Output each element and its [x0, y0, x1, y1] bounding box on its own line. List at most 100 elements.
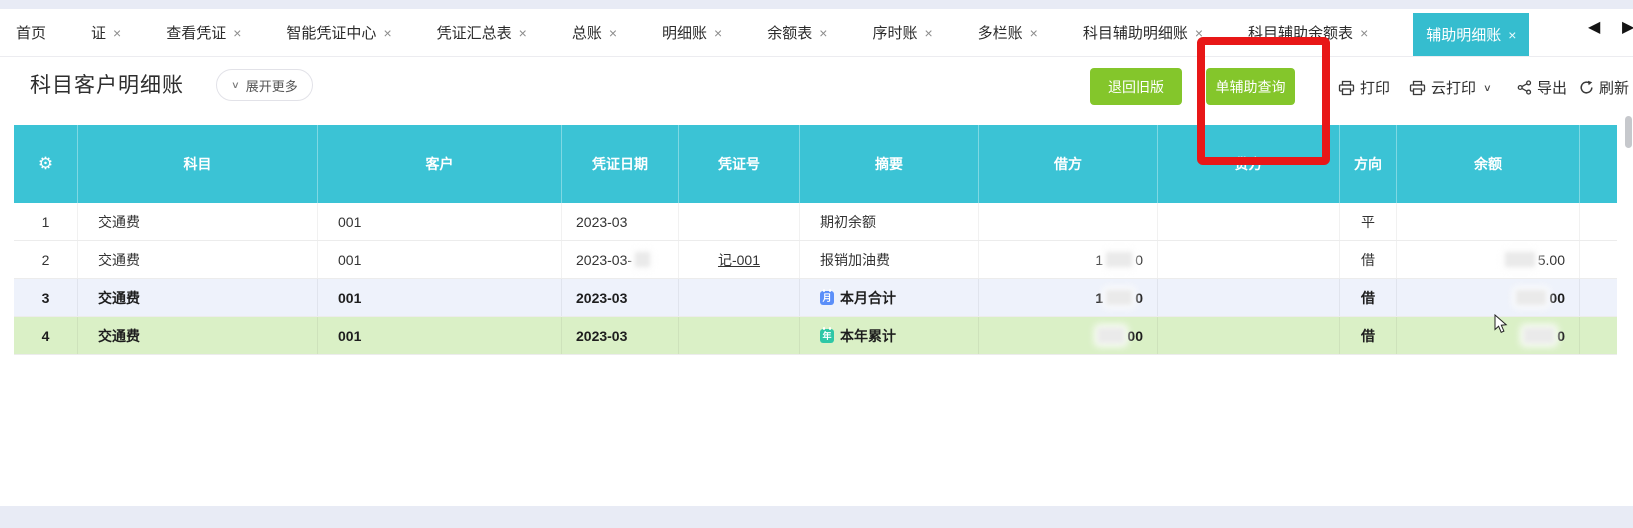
tab-总账[interactable]: 总账 ×: [572, 22, 617, 43]
column-header-label: 贷方: [1234, 156, 1263, 172]
tab-close-icon[interactable]: ×: [1029, 24, 1038, 41]
tab-close-icon[interactable]: ×: [924, 24, 933, 41]
column-header-贷方: 贷方: [1158, 125, 1340, 203]
tab-close-icon[interactable]: ×: [819, 24, 828, 41]
tab-label: 辅助明细账: [1426, 27, 1502, 44]
tab-智能凭证中心[interactable]: 智能凭证中心 ×: [286, 22, 391, 43]
tab-close-icon[interactable]: ×: [233, 24, 242, 41]
voucher-no-cell: [679, 317, 800, 354]
table-empty-area: [14, 355, 1617, 508]
column-header-label: 凭证日期: [592, 156, 648, 172]
tab-close-icon[interactable]: ×: [608, 24, 618, 41]
amount-text: 00: [1127, 327, 1143, 344]
tab-凭证汇总表[interactable]: 凭证汇总表 ×: [437, 22, 527, 43]
row-number: 1: [41, 213, 50, 230]
export-button[interactable]: 导出: [1517, 77, 1567, 98]
chevron-down-icon[interactable]: ∨: [1483, 81, 1492, 94]
summary-text: 报销加油费: [820, 251, 890, 268]
tab-label: 总账: [571, 25, 602, 42]
tab-close-icon[interactable]: ×: [518, 24, 527, 41]
tab-明细账[interactable]: 明细账 ×: [662, 22, 722, 43]
subject-cell: 交通费: [78, 203, 318, 240]
column-header-label: 客户: [425, 156, 454, 172]
refresh-button[interactable]: 刷新: [1579, 77, 1629, 98]
amount-text: 0: [1135, 289, 1143, 306]
tab-close-icon[interactable]: ×: [1194, 24, 1204, 41]
tab-close-icon[interactable]: ×: [383, 24, 392, 41]
tab-close-icon[interactable]: ×: [113, 24, 122, 41]
direction-cell: 平: [1340, 203, 1397, 240]
column-header-label: 科目: [183, 156, 212, 172]
calendar-year-icon: 年: [820, 326, 834, 343]
tab-label: 查看凭证: [166, 25, 227, 42]
row-number-cell: 2: [14, 241, 78, 278]
summary-cell: 年本年累计: [800, 317, 979, 354]
tab-多栏账[interactable]: 多栏账 ×: [978, 22, 1038, 43]
back-old-version-button[interactable]: 退回旧版: [1090, 68, 1182, 105]
blank-cell: [1580, 203, 1617, 240]
tab-label: 智能凭证中心: [286, 25, 377, 42]
gear-icon[interactable]: ⚙: [37, 154, 54, 173]
expand-more-button[interactable]: ∨ 展开更多: [216, 69, 313, 101]
voucher-no-cell: 记-001: [679, 241, 800, 278]
tab-序时账[interactable]: 序时账 ×: [872, 22, 932, 43]
redaction-blur: [1098, 328, 1125, 343]
tab-label: 证: [91, 25, 107, 42]
direction-text: 借: [1361, 327, 1375, 344]
table-row[interactable]: 3 交通费 001 2023-03 月本月合计 1 0 借 00: [14, 279, 1617, 317]
tab-label: 科目辅助明细账: [1082, 25, 1188, 42]
voucher-date-cell: 2023-03: [562, 279, 679, 316]
balance-cell: 0: [1397, 317, 1580, 354]
column-header-label: 方向: [1354, 156, 1382, 172]
tab-close-icon[interactable]: ×: [714, 24, 723, 41]
single-aux-query-button[interactable]: 单辅助查询: [1206, 68, 1295, 105]
tab-余额表[interactable]: 余额表 ×: [767, 22, 827, 43]
row-number: 4: [41, 327, 50, 344]
print-label: 打印: [1360, 80, 1391, 97]
redaction-blur: [1106, 252, 1133, 267]
tab-close-icon[interactable]: ×: [1508, 26, 1517, 43]
cloud-print-button[interactable]: 云打印 ∨: [1409, 77, 1492, 98]
credit-cell: [1158, 241, 1340, 278]
tab-证[interactable]: 证 ×: [91, 22, 121, 43]
tab-科目辅助明细账[interactable]: 科目辅助明细账 ×: [1083, 22, 1203, 43]
column-header-blank: [1580, 125, 1617, 203]
customer-text: 001: [338, 327, 362, 344]
row-number-cell: 3: [14, 279, 78, 316]
tab-bar: 首页证 × 查看凭证 × 智能凭证中心 × 凭证汇总表 × 总账 × 明细账 × 余额表 × 序时账 × 多栏账…: [0, 9, 1633, 57]
bottom-strip: [0, 506, 1633, 528]
tab-scroll-left-icon[interactable]: ◀: [1588, 19, 1601, 36]
blank-cell: [1580, 279, 1617, 316]
table-row[interactable]: 4 交通费 001 2023-03 年本年累计 00 借 0: [14, 317, 1617, 355]
table-row[interactable]: 1 交通费 001 2023-03 期初余额 平: [14, 203, 1617, 241]
blank-cell: [1580, 317, 1617, 354]
tab-查看凭证[interactable]: 查看凭证 ×: [166, 22, 241, 43]
voucher-no-cell: [679, 203, 800, 240]
amount-text: 0: [1557, 327, 1565, 344]
tab-label: 多栏账: [977, 25, 1023, 42]
printer-icon: [1409, 80, 1426, 96]
chevron-down-icon: ∨: [231, 79, 240, 91]
table-row[interactable]: 2 交通费 001 2023-03- 记-001 报销加油费 1 0 借 5.00: [14, 241, 1617, 279]
subject-cell: 交通费: [78, 241, 318, 278]
tab-辅助明细账[interactable]: 辅助明细账 ×: [1413, 13, 1530, 56]
vertical-scrollbar-thumb[interactable]: [1625, 116, 1632, 148]
tab-scroll-right-icon[interactable]: ▶: [1622, 19, 1633, 36]
tab-首页[interactable]: 首页: [16, 22, 46, 43]
voucher-link[interactable]: 记-001: [717, 251, 761, 268]
column-settings-header: ⚙: [14, 125, 78, 203]
blank-cell: [1580, 241, 1617, 278]
tab-label: 凭证汇总表: [436, 25, 512, 42]
customer-text: 001: [338, 213, 362, 230]
redaction-blur: [1524, 328, 1555, 343]
subject-text: 交通费: [98, 251, 140, 268]
top-strip: [0, 0, 1633, 9]
tab-科目辅助余额表[interactable]: 科目辅助余额表 ×: [1248, 22, 1368, 43]
redaction-blur: [1504, 252, 1535, 267]
subject-text: 交通费: [98, 213, 140, 230]
amount-text: 0: [1135, 251, 1143, 268]
voucher-no-cell: [679, 279, 800, 316]
print-button[interactable]: 打印: [1338, 77, 1390, 98]
column-header-label: 余额: [1474, 156, 1502, 172]
tab-close-icon[interactable]: ×: [1360, 24, 1369, 41]
